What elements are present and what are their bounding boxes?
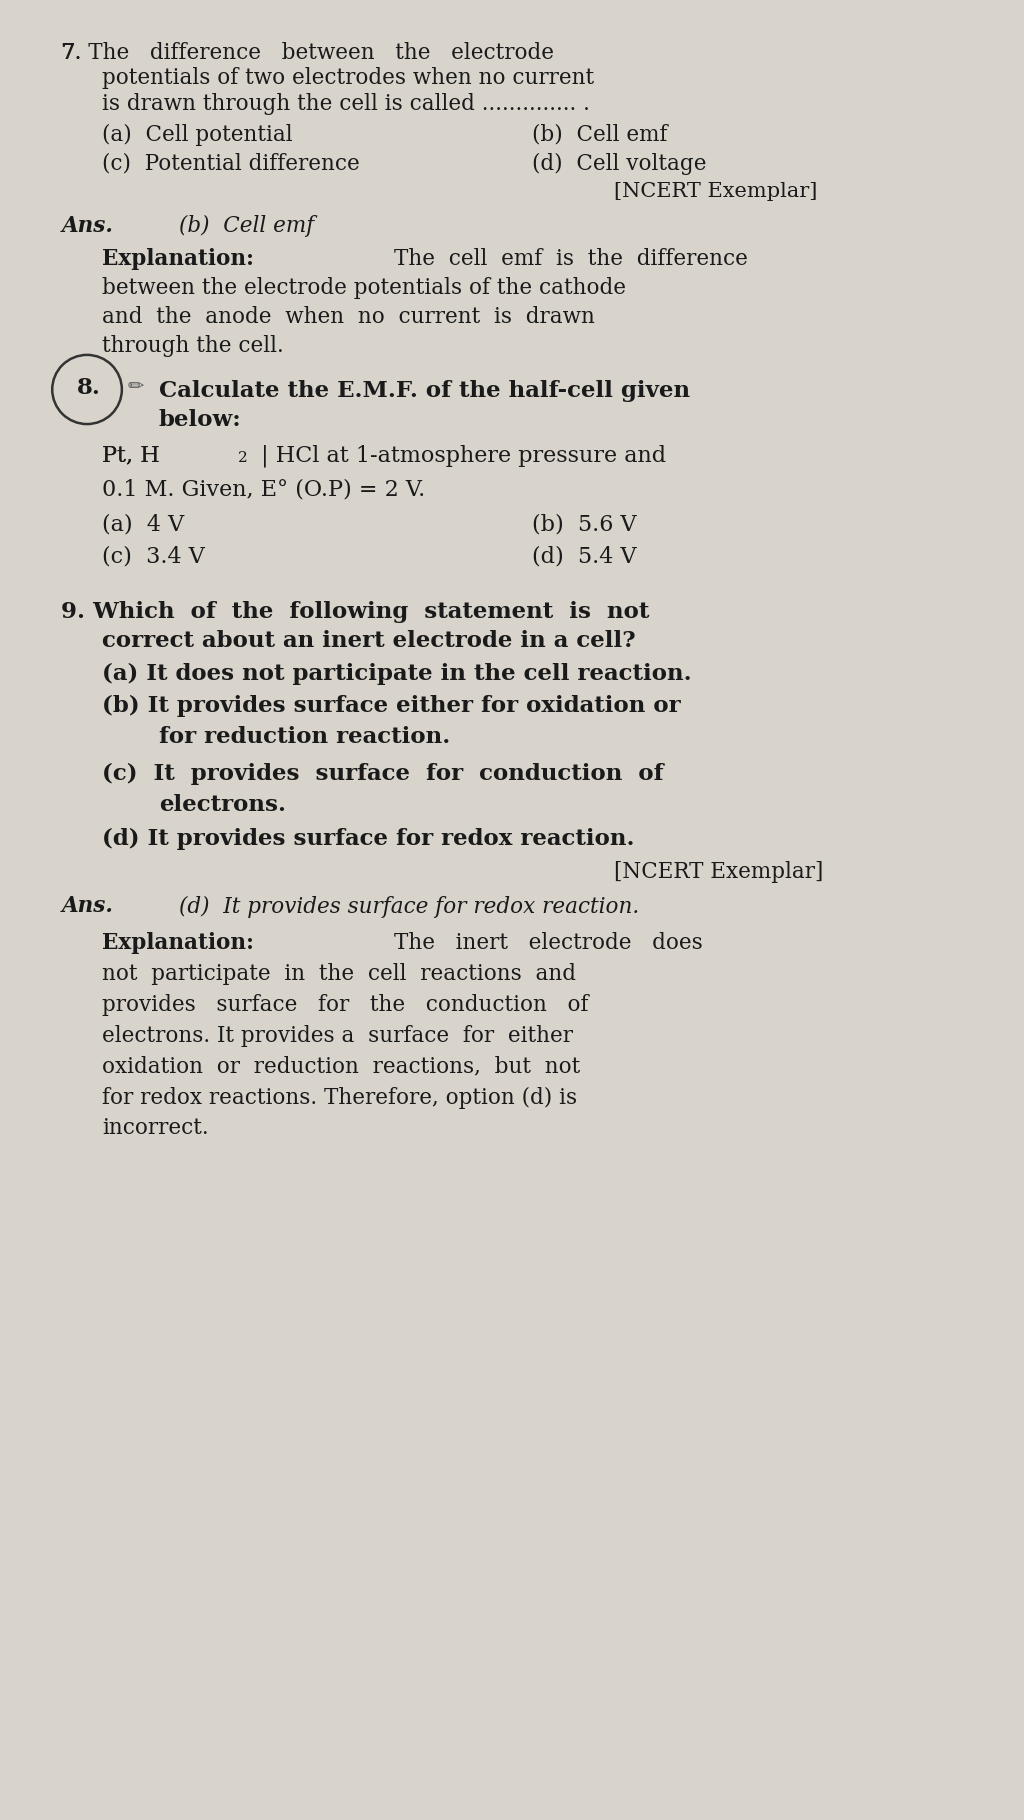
Text: (b)  Cell emf: (b) Cell emf <box>179 215 314 237</box>
Text: [NCERT Exemplar]: [NCERT Exemplar] <box>614 861 823 883</box>
Text: (c)  It  provides  surface  for  conduction  of: (c) It provides surface for conduction o… <box>102 763 664 784</box>
Text: (b)  Cell emf: (b) Cell emf <box>532 124 668 146</box>
Text: 2: 2 <box>238 451 248 466</box>
Text: is drawn through the cell is called .............. .: is drawn through the cell is called ....… <box>102 93 590 115</box>
Text: (a)  4 V: (a) 4 V <box>102 513 184 535</box>
Text: 7. The   difference   between   the   electrode: 7. The difference between the electrode <box>61 42 554 64</box>
Text: incorrect.: incorrect. <box>102 1117 209 1139</box>
Text: Explanation:: Explanation: <box>102 932 254 954</box>
Text: The  cell  emf  is  the  difference: The cell emf is the difference <box>394 248 749 269</box>
Text: (a) It does not participate in the cell reaction.: (a) It does not participate in the cell … <box>102 662 692 684</box>
Text: and  the  anode  when  no  current  is  drawn: and the anode when no current is drawn <box>102 306 595 328</box>
Text: Pt, H: Pt, H <box>102 444 160 466</box>
Text: below:: below: <box>159 410 242 431</box>
Text: 9. Which  of  the  following  statement  is  not: 9. Which of the following statement is n… <box>61 601 650 622</box>
Text: (d)  5.4 V: (d) 5.4 V <box>532 546 637 568</box>
Text: (d)  It provides surface for redox reaction.: (d) It provides surface for redox reacti… <box>179 895 639 917</box>
Text: between the electrode potentials of the cathode: between the electrode potentials of the … <box>102 277 627 298</box>
Text: 7.: 7. <box>61 42 82 64</box>
Text: Explanation:: Explanation: <box>102 248 254 269</box>
Text: correct about an inert electrode in a cell?: correct about an inert electrode in a ce… <box>102 630 636 652</box>
Text: for redox reactions. Therefore, option (d) is: for redox reactions. Therefore, option (… <box>102 1087 578 1108</box>
Text: electrons. It provides a  surface  for  either: electrons. It provides a surface for eit… <box>102 1025 573 1046</box>
Text: (d) It provides surface for redox reaction.: (d) It provides surface for redox reacti… <box>102 828 635 850</box>
Text: provides   surface   for   the   conduction   of: provides surface for the conduction of <box>102 994 589 1016</box>
Text: | HCl at 1-atmosphere pressure and: | HCl at 1-atmosphere pressure and <box>254 444 666 466</box>
Text: oxidation  or  reduction  reactions,  but  not: oxidation or reduction reactions, but no… <box>102 1056 581 1077</box>
Text: 8.: 8. <box>77 377 100 399</box>
Text: electrons.: electrons. <box>159 794 286 815</box>
Text: 0.1 M. Given, E° (O.P) = 2 V.: 0.1 M. Given, E° (O.P) = 2 V. <box>102 479 426 501</box>
Text: (b) It provides surface either for oxidation or: (b) It provides surface either for oxida… <box>102 695 681 717</box>
Text: Pt, H: Pt, H <box>102 444 160 466</box>
Text: Ans.: Ans. <box>61 895 114 917</box>
Text: (b)  5.6 V: (b) 5.6 V <box>532 513 637 535</box>
Text: Ans.: Ans. <box>61 215 114 237</box>
Text: The   inert   electrode   does: The inert electrode does <box>394 932 703 954</box>
Text: (d)  Cell voltage: (d) Cell voltage <box>532 153 707 175</box>
Text: (c)  3.4 V: (c) 3.4 V <box>102 546 205 568</box>
Text: (a)  Cell potential: (a) Cell potential <box>102 124 293 146</box>
Text: potentials of two electrodes when no current: potentials of two electrodes when no cur… <box>102 67 595 89</box>
Text: (c)  Potential difference: (c) Potential difference <box>102 153 360 175</box>
Text: [NCERT Exemplar]: [NCERT Exemplar] <box>614 182 818 200</box>
Text: for reduction reaction.: for reduction reaction. <box>159 726 450 748</box>
Text: through the cell.: through the cell. <box>102 335 284 357</box>
Text: not  participate  in  the  cell  reactions  and: not participate in the cell reactions an… <box>102 963 577 985</box>
Text: ✏: ✏ <box>128 377 144 395</box>
Text: Calculate the E.M.F. of the half-cell given: Calculate the E.M.F. of the half-cell gi… <box>159 380 690 402</box>
